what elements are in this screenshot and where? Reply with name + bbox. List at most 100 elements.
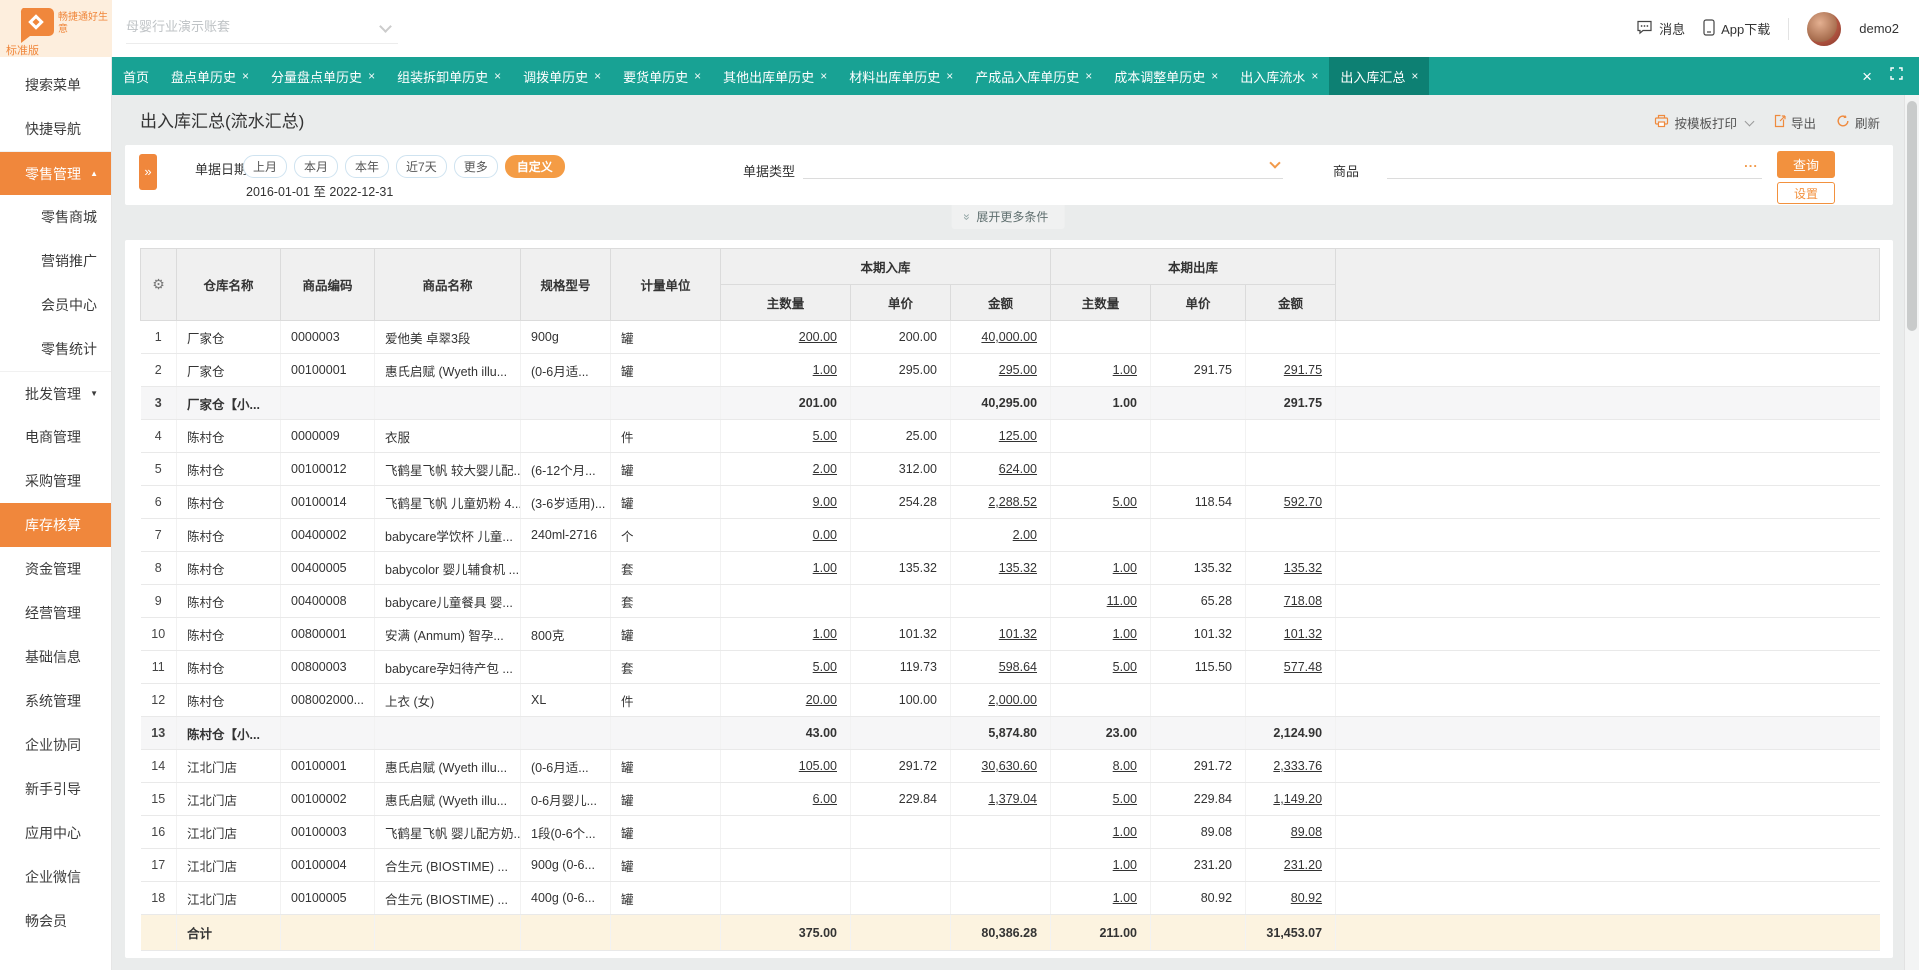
cell-in-amount-link[interactable]: 295.00 (998, 363, 1038, 377)
cell-in-qty-link[interactable]: 1.00 (812, 363, 837, 377)
cell-in-amount-link[interactable]: 2,000.00 (988, 693, 1038, 707)
account-selector[interactable]: 母婴行业演示账套 (126, 12, 398, 44)
cell-in-amount-link[interactable]: 598.64 (998, 660, 1038, 674)
date-preset-custom[interactable]: 自定义 (504, 155, 565, 178)
cell-in-amount-link[interactable]: 101.32 (998, 627, 1038, 641)
cell-out-amount-link[interactable]: 592.70 (1283, 495, 1323, 509)
tab-出入库流水[interactable]: 出入库流水 × (1229, 57, 1329, 95)
tab-首页[interactable]: 首页 (112, 57, 160, 95)
cell-out-qty-link[interactable]: 5.00 (1112, 792, 1138, 806)
cell-in-qty-link[interactable]: 20.00 (805, 693, 837, 707)
fullscreen-icon[interactable] (1890, 67, 1903, 85)
close-tab-icon[interactable]: × (1411, 69, 1419, 83)
tab-要货单历史[interactable]: 要货单历史 × (612, 57, 712, 95)
column-settings-gear-icon[interactable]: ⚙ (140, 248, 177, 321)
sidebar-item-企业协同[interactable]: 企业协同 (25, 737, 81, 753)
cell-out-amount-link[interactable]: 135.32 (1283, 561, 1323, 575)
tab-成本调整单历史[interactable]: 成本调整单历史 × (1103, 57, 1229, 95)
cell-in-qty-link[interactable]: 1.00 (812, 627, 837, 641)
tab-材料出库单历史[interactable]: 材料出库单历史 × (838, 57, 964, 95)
close-tab-icon[interactable]: × (946, 69, 954, 83)
avatar[interactable] (1807, 11, 1842, 46)
date-preset-本月[interactable]: 本月 (294, 155, 339, 178)
sidebar-item-零售商城[interactable]: 零售商城 (41, 209, 97, 225)
cell-in-qty-link[interactable]: 5.00 (812, 660, 837, 674)
cell-out-amount-link[interactable]: 89.08 (1290, 825, 1323, 839)
cell-in-amount-link[interactable]: 30,630.60 (981, 759, 1038, 773)
sidebar-item-应用中心[interactable]: 应用中心 (25, 825, 81, 841)
print-by-template-button[interactable]: 按模板打印 (1654, 113, 1755, 132)
close-tab-icon[interactable]: × (1311, 69, 1319, 83)
cell-out-qty-link[interactable]: 8.00 (1112, 759, 1138, 773)
product-input[interactable]: ... (1387, 153, 1762, 179)
date-range-value[interactable]: 2016-01-01 至 2022-12-31 (246, 185, 394, 199)
settings-button[interactable]: 设置 (1777, 182, 1835, 204)
export-button[interactable]: 导出 (1773, 113, 1816, 132)
app-download-button[interactable]: App下载 (1703, 18, 1770, 39)
cell-in-amount-link[interactable]: 624.00 (998, 462, 1038, 476)
cell-out-amount-link[interactable]: 231.20 (1283, 858, 1323, 872)
cell-in-qty-link[interactable]: 200.00 (798, 330, 837, 344)
close-tab-icon[interactable]: × (820, 69, 828, 83)
sidebar-item-资金管理[interactable]: 资金管理 (25, 561, 81, 577)
cell-in-amount-link[interactable]: 40,000.00 (981, 330, 1038, 344)
close-all-tabs-icon[interactable]: × (1862, 66, 1872, 86)
expand-more-conditions[interactable]: » 展开更多条件 (951, 205, 1065, 229)
cell-out-qty-link[interactable]: 1.00 (1112, 891, 1138, 905)
close-tab-icon[interactable]: × (694, 69, 702, 83)
cell-out-amount-link[interactable]: 101.32 (1283, 627, 1323, 641)
vertical-scrollbar[interactable] (1904, 95, 1919, 970)
cell-in-amount-link[interactable]: 125.00 (998, 429, 1038, 443)
cell-out-amount-link[interactable]: 718.08 (1283, 594, 1323, 608)
cell-in-qty-link[interactable]: 0.00 (812, 528, 837, 542)
close-tab-icon[interactable]: × (242, 69, 250, 83)
sidebar-item-营销推广[interactable]: 营销推广 (41, 253, 97, 269)
sidebar-item-采购管理[interactable]: 采购管理 (25, 473, 81, 489)
sidebar-item-畅会员[interactable]: 畅会员 (25, 913, 67, 929)
cell-out-qty-link[interactable]: 1.00 (1112, 363, 1138, 377)
sidebar-item-库存核算[interactable]: 库存核算 (0, 503, 111, 547)
tab-调拨单历史[interactable]: 调拨单历史 × (512, 57, 612, 95)
close-tab-icon[interactable]: × (368, 69, 376, 83)
cell-in-qty-link[interactable]: 6.00 (812, 792, 837, 806)
date-preset-上月[interactable]: 上月 (243, 155, 288, 178)
close-tab-icon[interactable]: × (1085, 69, 1093, 83)
cell-in-amount-link[interactable]: 2,288.52 (988, 495, 1038, 509)
cell-in-qty-link[interactable]: 1.00 (812, 561, 837, 575)
doc-type-input[interactable] (803, 153, 1283, 179)
cell-out-amount-link[interactable]: 80.92 (1290, 891, 1323, 905)
sidebar-item-批发管理[interactable]: 批发管理 ▼ (0, 371, 111, 415)
cell-out-qty-link[interactable]: 1.00 (1112, 858, 1138, 872)
tab-产成品入库单历史[interactable]: 产成品入库单历史 × (964, 57, 1103, 95)
sidebar-item-系统管理[interactable]: 系统管理 (25, 693, 81, 709)
more-ellipsis-icon[interactable]: ... (1744, 155, 1758, 170)
cell-out-qty-link[interactable]: 1.00 (1112, 561, 1138, 575)
cell-in-qty-link[interactable]: 2.00 (812, 462, 837, 476)
cell-out-qty-link[interactable]: 5.00 (1112, 495, 1138, 509)
cell-in-qty-link[interactable]: 105.00 (798, 759, 837, 773)
collapse-filter-button[interactable]: » (139, 154, 157, 190)
cell-out-amount-link[interactable]: 577.48 (1283, 660, 1323, 674)
close-tab-icon[interactable]: × (1211, 69, 1219, 83)
sidebar-item-零售统计[interactable]: 零售统计 (41, 341, 97, 357)
cell-out-qty-link[interactable]: 11.00 (1106, 594, 1138, 608)
messages-button[interactable]: 消息 (1636, 19, 1685, 38)
close-tab-icon[interactable]: × (594, 69, 602, 83)
sidebar-item-企业微信[interactable]: 企业微信 (25, 869, 81, 885)
sidebar-item-会员中心[interactable]: 会员中心 (41, 297, 97, 313)
cell-in-amount-link[interactable]: 2.00 (1012, 528, 1038, 542)
tab-分量盘点单历史[interactable]: 分量盘点单历史 × (260, 57, 386, 95)
refresh-button[interactable]: 刷新 (1836, 113, 1880, 132)
search-button[interactable]: 查询 (1777, 151, 1835, 178)
date-preset-本年[interactable]: 本年 (345, 155, 390, 178)
tab-组装拆卸单历史[interactable]: 组装拆卸单历史 × (386, 57, 512, 95)
tab-盘点单历史[interactable]: 盘点单历史 × (160, 57, 260, 95)
sidebar-item-经营管理[interactable]: 经营管理 (25, 605, 81, 621)
date-preset-近7天[interactable]: 近7天 (396, 155, 447, 178)
sidebar-item-电商管理[interactable]: 电商管理 (25, 429, 81, 445)
sidebar-item-搜索菜单[interactable]: 搜索菜单 (25, 77, 81, 93)
tab-其他出库单历史[interactable]: 其他出库单历史 × (712, 57, 838, 95)
date-preset-更多[interactable]: 更多 (453, 155, 498, 178)
cell-out-amount-link[interactable]: 2,333.76 (1273, 759, 1323, 773)
cell-out-qty-link[interactable]: 5.00 (1112, 660, 1138, 674)
